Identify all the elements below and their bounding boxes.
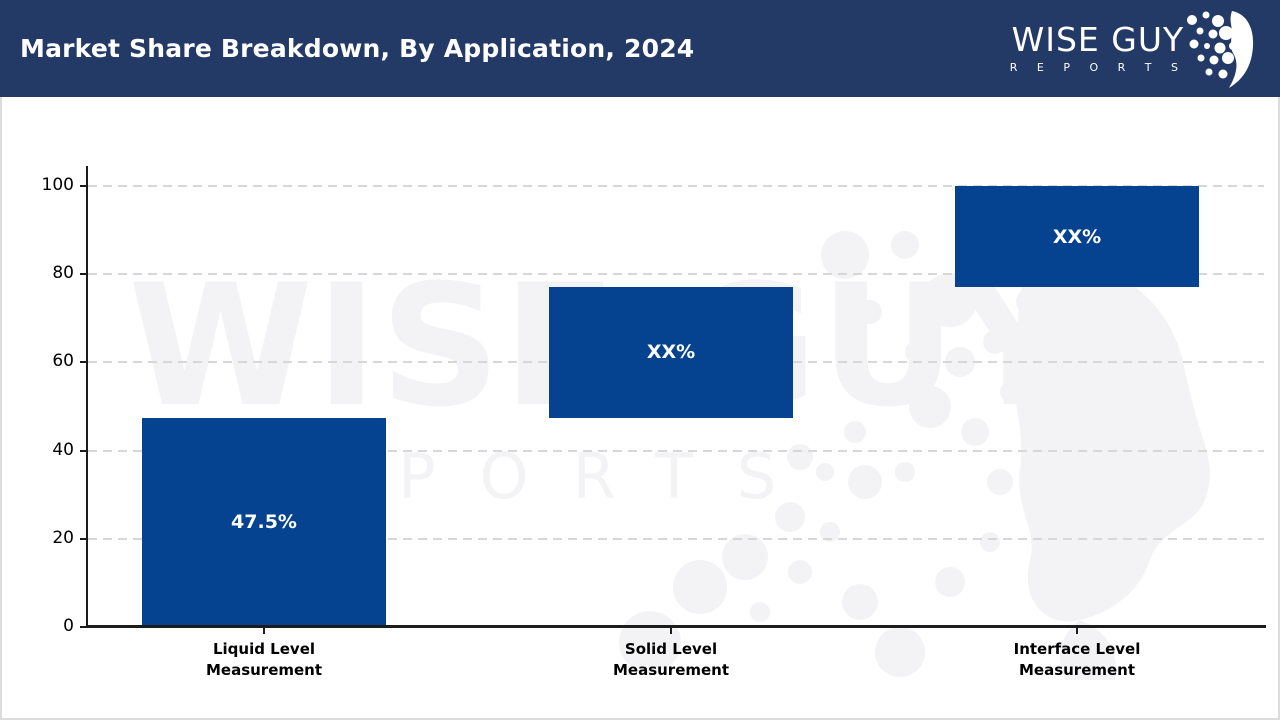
page-border-left — [0, 97, 2, 720]
y-axis-tick — [80, 537, 87, 540]
watermark-face-graphic — [619, 231, 1211, 680]
page-border-bottom — [0, 718, 1280, 720]
logo-wordmark: WISE GUY — [1011, 20, 1185, 59]
x-axis-tick — [670, 627, 672, 634]
y-axis-tick-label: 80 — [52, 263, 74, 284]
bar-value-label: 47.5% — [231, 511, 297, 534]
logo-face-icon — [1187, 10, 1254, 88]
y-axis-line — [86, 166, 88, 627]
gridline — [88, 449, 1264, 452]
y-axis-tick — [80, 361, 87, 364]
y-axis-tick-label: 20 — [52, 527, 74, 548]
gridline — [88, 185, 1264, 187]
logo-text: WISE GUY R E P O R T S — [1010, 23, 1186, 74]
gridline — [88, 537, 1264, 540]
x-axis-category-label: Liquid Level Measurement — [205, 640, 323, 679]
bar-segment: XX% — [549, 287, 793, 418]
y-axis-tick — [80, 273, 87, 276]
y-axis-tick — [80, 185, 87, 187]
y-axis-tick — [80, 626, 87, 628]
x-axis-category-label: Interface Level Measurement — [1013, 640, 1141, 679]
page-title: Market Share Breakdown, By Application, … — [20, 34, 695, 63]
bar-segment: 47.5% — [142, 417, 386, 627]
y-axis-tick-label: 40 — [52, 439, 74, 460]
logo-subtext: R E P O R T S — [1009, 61, 1186, 74]
x-axis-line — [86, 625, 1266, 628]
bar-value-label: XX% — [646, 341, 696, 364]
y-axis-tick — [80, 449, 87, 452]
y-axis-tick-label: 60 — [52, 351, 74, 372]
page-border-right — [1278, 97, 1280, 720]
bar-value-label: XX% — [1052, 225, 1102, 248]
x-axis-tick — [263, 627, 265, 634]
x-axis-category-label: Solid Level Measurement — [612, 640, 730, 679]
bar-segment: XX% — [955, 186, 1199, 288]
x-axis-tick — [1076, 627, 1078, 634]
y-axis-tick-label: 0 — [63, 616, 74, 636]
header-bar: Market Share Breakdown, By Application, … — [0, 0, 1280, 97]
gridline — [88, 273, 1264, 276]
brand-logo: WISE GUY R E P O R T S — [1010, 8, 1254, 90]
y-axis-tick-label: 100 — [41, 175, 74, 195]
